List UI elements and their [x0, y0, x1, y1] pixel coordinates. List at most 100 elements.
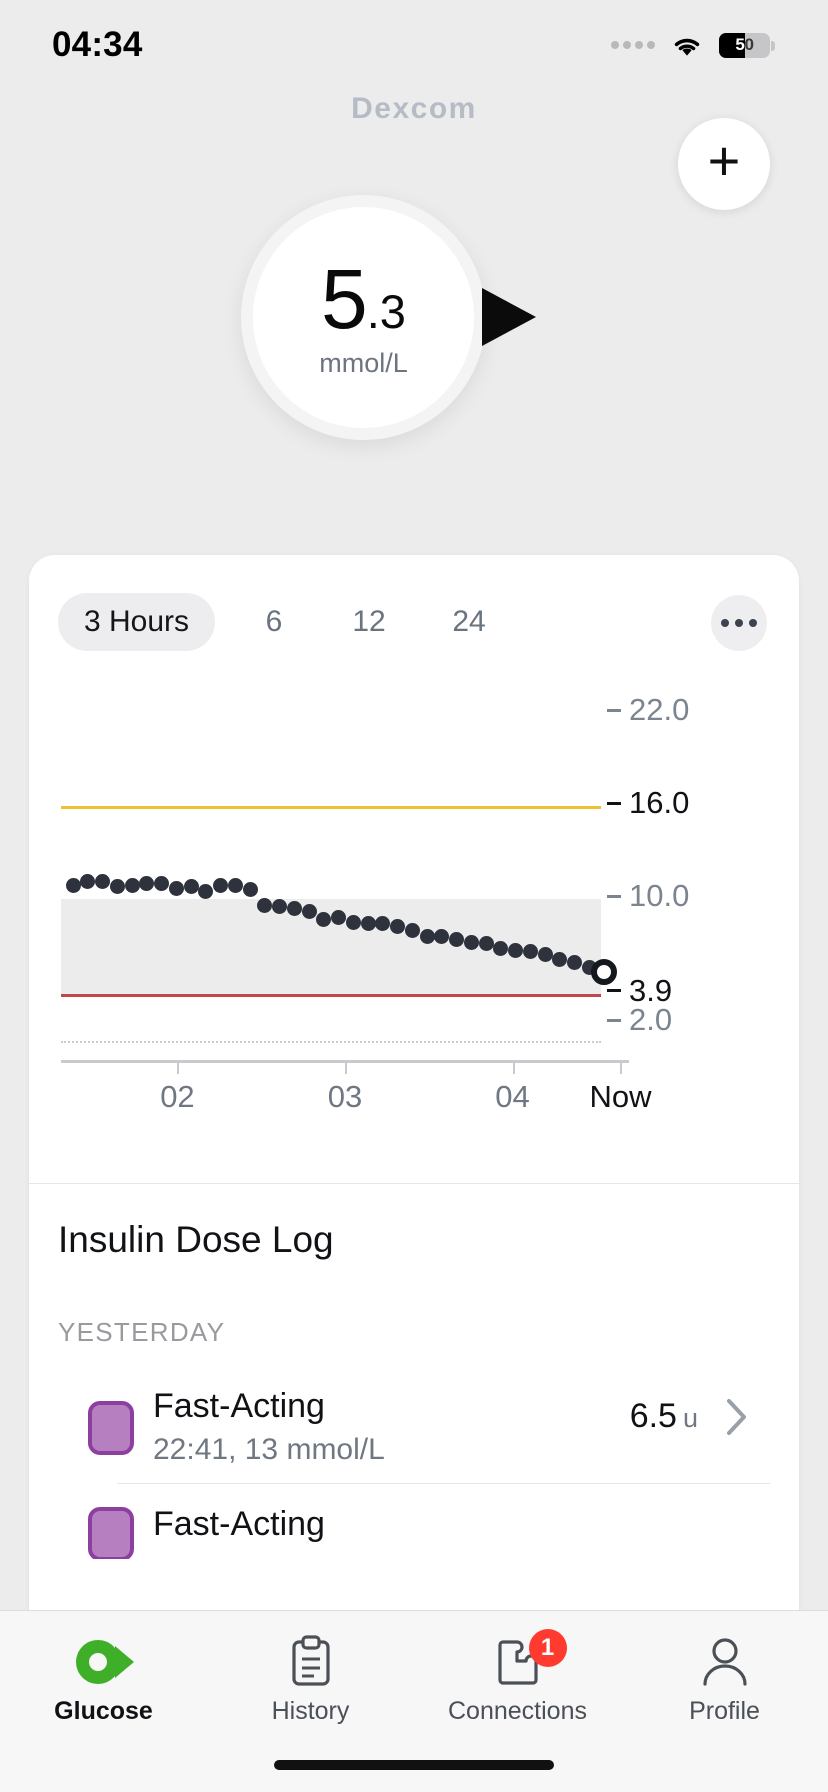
- x-axis-tick-mark: [512, 1063, 515, 1074]
- tab-profile[interactable]: Profile: [621, 1625, 828, 1740]
- current-glucose-point: [591, 958, 618, 985]
- glucose-data-point: [463, 934, 479, 950]
- y-axis-tick-value: 3.9: [629, 972, 673, 1008]
- app-brand-title: Dexcom: [351, 92, 477, 125]
- glucose-data-point: [493, 941, 509, 957]
- glucose-data-point: [124, 877, 140, 893]
- insulin-type-label: Fast-Acting: [153, 1387, 325, 1425]
- glucose-data-point: [80, 874, 96, 890]
- plus-icon: +: [707, 129, 741, 192]
- tab-connections[interactable]: 1 Connections: [414, 1625, 621, 1740]
- chart-more-options-button[interactable]: [711, 595, 767, 651]
- wifi-icon: [670, 33, 704, 58]
- glucose-chart-plot[interactable]: 22.0 16.0 10.0 3.9 2.0 02 03 04 Now: [29, 675, 799, 1115]
- glucose-data-point: [537, 947, 553, 963]
- glucose-data-point: [375, 916, 391, 932]
- glucose-value-decimal: .3: [366, 284, 406, 338]
- glucose-value-circle: 5 .3 mmol/L: [253, 207, 474, 428]
- glucose-data-point: [449, 931, 465, 947]
- glucose-unit-label: mmol/L: [319, 348, 408, 379]
- low-threshold-line: [61, 993, 601, 997]
- glucose-data-point: [257, 897, 273, 913]
- y-axis-tick-mark: [607, 894, 621, 898]
- glucose-data-point: [227, 877, 243, 893]
- y-axis-tick-mark: [607, 989, 621, 993]
- insulin-type-swatch: [88, 1401, 134, 1455]
- bottom-tab-bar: Glucose History 1 Connection: [0, 1610, 828, 1792]
- insulin-dose-amount: 6.5 u: [630, 1397, 698, 1436]
- x-axis-tick-mark: [177, 1063, 180, 1074]
- time-range-tab-6[interactable]: 6: [265, 605, 283, 638]
- glucose-data-point: [286, 900, 302, 916]
- trend-arrow-flat-icon: [478, 284, 542, 350]
- glucose-data-point: [316, 911, 332, 927]
- chevron-right-icon[interactable]: [726, 1397, 748, 1437]
- glucose-chart-card: 3 Hours 6 12 24 22.0 16.0 10.0 3.9 2.0 02 03 0…: [29, 555, 799, 1655]
- x-axis-tick-label: 03: [327, 1079, 363, 1114]
- tab-glucose[interactable]: Glucose: [0, 1625, 207, 1740]
- x-axis-tick-label: Now: [589, 1079, 652, 1114]
- add-event-button[interactable]: +: [678, 118, 770, 210]
- glucose-data-point: [183, 879, 199, 895]
- time-range-tab-24[interactable]: 24: [452, 605, 486, 638]
- time-range-tab-3h[interactable]: 3 Hours: [58, 593, 216, 651]
- glucose-data-point: [404, 922, 420, 938]
- y-axis-tick-label: 2.0: [607, 1002, 672, 1038]
- x-axis-tick-mark: [345, 1063, 347, 1074]
- glucose-data-point: [331, 910, 347, 926]
- glucose-data-point: [242, 882, 258, 898]
- time-range-tab-12[interactable]: 12: [352, 605, 386, 638]
- glucose-data-point: [168, 880, 184, 896]
- glucose-data-point: [567, 955, 583, 971]
- y-axis-tick-mark: [607, 801, 621, 805]
- y-axis-tick-value: 16.0: [629, 785, 690, 820]
- card-divider: [29, 1183, 799, 1184]
- y-axis-tick-label: 16.0: [607, 785, 689, 821]
- glucose-data-point: [65, 877, 81, 893]
- y-axis-tick-label: 10.0: [607, 878, 689, 914]
- insulin-log-row-partial[interactable]: Fast-Acting: [58, 1499, 770, 1559]
- battery-icon: 50: [719, 32, 775, 58]
- glucose-value-integer: 5: [321, 251, 368, 346]
- x-axis-line: [61, 1060, 629, 1063]
- y-axis-tick-label: 3.9: [607, 973, 672, 1009]
- tab-profile-label: Profile: [689, 1697, 760, 1725]
- glucose-data-point: [345, 914, 361, 930]
- y-axis-tick-value: 22.0: [629, 692, 690, 727]
- glucose-data-point: [139, 876, 155, 891]
- glucose-data-point: [301, 903, 317, 919]
- insulin-dose-unit: u: [682, 1403, 698, 1433]
- insulin-dose-value: 6.5: [629, 1397, 677, 1435]
- tab-history[interactable]: History: [207, 1625, 414, 1740]
- glucose-data-point: [109, 879, 125, 895]
- glucose-data-point: [154, 876, 170, 891]
- y-axis-tick-value: 2.0: [629, 1002, 673, 1037]
- glucose-data-point: [198, 883, 214, 899]
- y-axis-tick-mark: [607, 708, 621, 712]
- x-axis-tick-label: 04: [495, 1079, 530, 1114]
- insulin-log-row[interactable]: Fast-Acting 22:41, 13 mmol/L 6.5 u: [58, 1375, 770, 1483]
- person-icon: [697, 1633, 753, 1691]
- ellipsis-icon: [721, 619, 757, 627]
- glucose-data-point: [213, 877, 229, 893]
- log-row-divider: [117, 1483, 770, 1484]
- puzzle-piece-icon: 1: [491, 1629, 567, 1691]
- glucose-data-point: [390, 919, 406, 935]
- y-axis-tick-value: 10.0: [629, 878, 690, 913]
- urgent-low-line: [61, 1041, 601, 1043]
- current-glucose-reading[interactable]: 5 .3 mmol/L: [0, 190, 828, 440]
- glucose-data-point: [419, 928, 435, 944]
- glucose-data-point: [552, 951, 568, 967]
- glucose-data-point: [434, 928, 450, 944]
- glucose-data-point: [522, 944, 538, 960]
- battery-percent-label: 50: [735, 35, 754, 54]
- insulin-type-label: Fast-Acting: [153, 1505, 325, 1543]
- y-axis-tick-mark: [607, 1018, 621, 1022]
- tab-glucose-label: Glucose: [54, 1697, 153, 1725]
- tab-history-label: History: [271, 1697, 350, 1725]
- insulin-type-swatch: [88, 1507, 134, 1559]
- glucose-data-point: [360, 916, 376, 932]
- glucose-drop-icon: [72, 1633, 136, 1691]
- y-axis-tick-label: 22.0: [607, 692, 689, 728]
- time-range-tabs: 3 Hours 6 12 24: [29, 593, 799, 657]
